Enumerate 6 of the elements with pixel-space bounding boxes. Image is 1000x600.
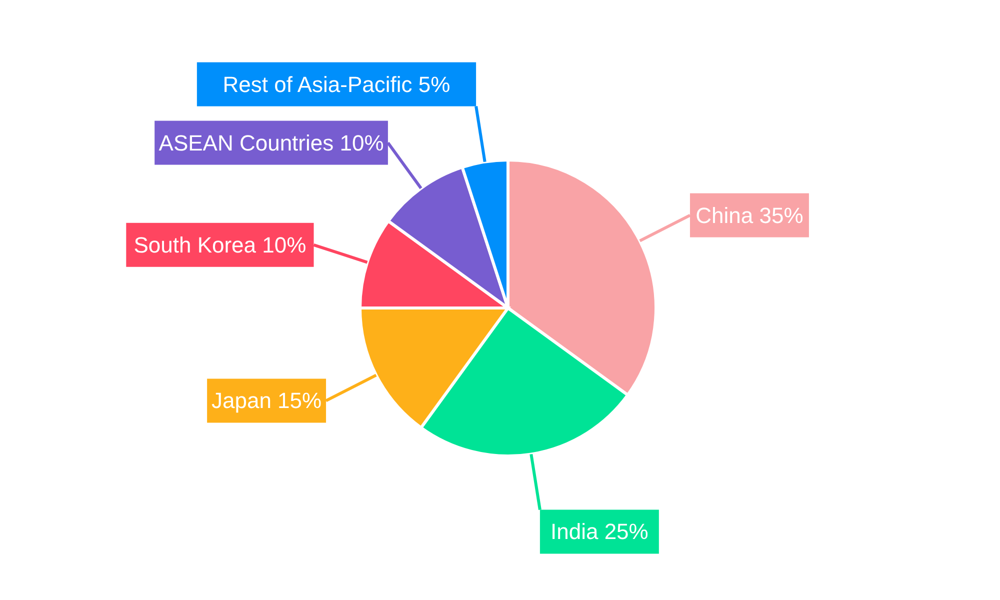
slice-label: South Korea 10% <box>134 232 306 258</box>
slice-label: Japan 15% <box>211 388 322 414</box>
slice-label: India 25% <box>550 519 648 544</box>
slice-label: China 35% <box>696 202 804 228</box>
slice-label: Rest of Asia-Pacific 5% <box>222 72 450 97</box>
slice-label: ASEAN Countries 10% <box>158 130 384 156</box>
